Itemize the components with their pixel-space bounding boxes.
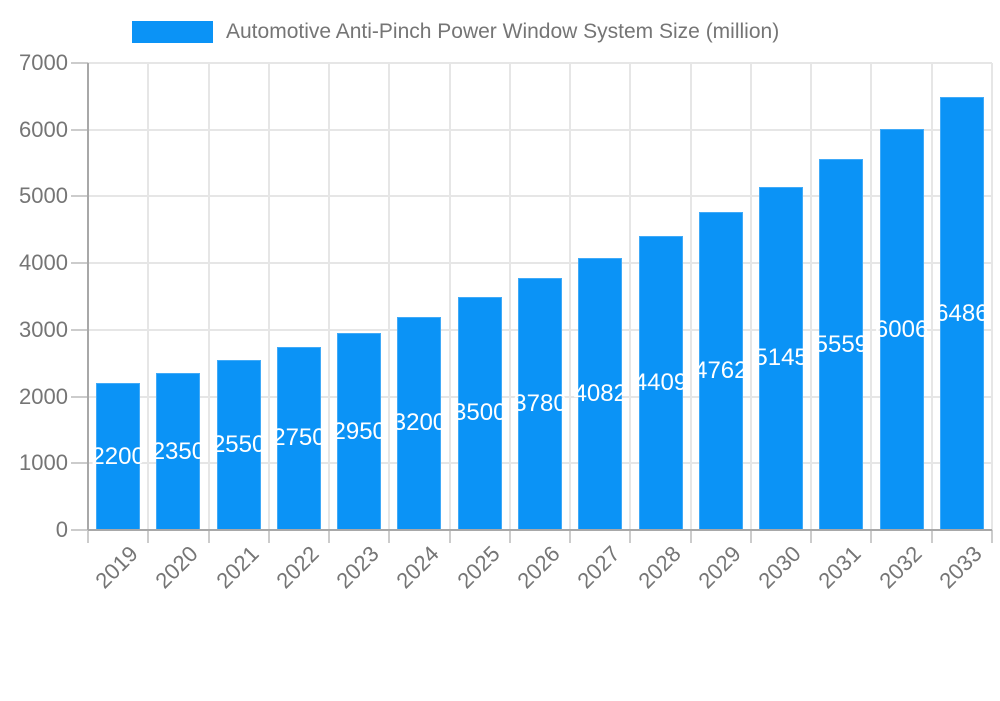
bar-value-label: 4082: [573, 379, 627, 407]
bar-value-label: 5559: [814, 330, 869, 358]
gridline-horizontal: [88, 128, 992, 131]
bar-value-label: 6006: [874, 315, 929, 343]
bar-2022[interactable]: [276, 346, 321, 530]
y-axis-label: 5000: [19, 183, 68, 209]
bar-2021[interactable]: [216, 359, 261, 530]
x-axis-tick: [207, 530, 210, 543]
gridline-vertical: [388, 63, 391, 530]
gridline-vertical: [448, 63, 451, 530]
gridline-vertical: [508, 63, 511, 530]
y-axis-label: 3000: [19, 316, 68, 342]
x-axis-line: [88, 529, 992, 531]
y-axis-tick: [71, 529, 88, 531]
y-axis-label: 6000: [19, 116, 68, 142]
y-axis-tick: [71, 262, 88, 265]
bar-chart: Automotive Anti-Pinch Power Window Syste…: [19, 20, 993, 594]
bar-value-label: 2550: [211, 430, 266, 458]
x-axis-tick: [689, 530, 692, 543]
legend-swatch: [132, 21, 213, 43]
gridline-vertical: [870, 63, 873, 530]
gridline-vertical: [810, 63, 813, 530]
bar-2033[interactable]: [939, 97, 984, 530]
bar-value-label: 3780: [513, 389, 567, 417]
gridline-vertical: [569, 63, 572, 530]
bar-2030[interactable]: [759, 186, 804, 530]
bar-2024[interactable]: [397, 316, 442, 530]
y-axis-label: 2000: [19, 383, 68, 409]
y-axis-label: 1000: [19, 450, 68, 476]
x-axis-tick: [267, 530, 270, 543]
bar-2029[interactable]: [698, 212, 743, 530]
bar-2019[interactable]: [96, 383, 141, 530]
y-axis-tick: [71, 328, 88, 331]
y-axis-label: 4000: [19, 250, 68, 276]
gridline-vertical: [207, 63, 210, 530]
gridline-vertical: [328, 63, 331, 530]
gridline-horizontal: [88, 195, 992, 198]
bar-value-label: 3200: [392, 409, 447, 437]
gridline-horizontal: [88, 262, 992, 265]
bar-value-label: 2350: [151, 437, 206, 465]
x-axis-tick: [991, 530, 993, 543]
gridline-vertical: [147, 63, 150, 530]
y-axis-line: [87, 63, 89, 530]
bar-value-label: 2200: [91, 442, 145, 470]
x-axis-tick: [388, 530, 391, 543]
gridline-horizontal: [88, 62, 992, 64]
y-axis-tick: [71, 195, 88, 198]
bar-value-label: 4762: [694, 357, 748, 385]
x-axis-tick: [448, 530, 451, 543]
gridline-vertical: [629, 63, 632, 530]
gridline-vertical: [267, 63, 270, 530]
x-axis-tick: [870, 530, 873, 543]
bar-2031[interactable]: [819, 159, 864, 530]
x-axis-tick: [87, 530, 89, 543]
y-axis-tick: [71, 395, 88, 398]
gridline-vertical: [991, 63, 993, 530]
gridline-vertical: [749, 63, 752, 530]
x-axis-tick: [930, 530, 933, 543]
y-axis-label: 7000: [19, 50, 68, 75]
bar-2020[interactable]: [156, 373, 201, 530]
y-axis-tick: [71, 62, 88, 64]
x-axis-tick: [810, 530, 813, 543]
y-axis-tick: [71, 462, 88, 465]
gridline-vertical: [689, 63, 692, 530]
bar-value-label: 2950: [332, 417, 386, 445]
y-axis-tick: [71, 128, 88, 131]
bar-2032[interactable]: [879, 129, 924, 530]
bar-2023[interactable]: [337, 333, 382, 530]
x-axis-tick: [147, 530, 150, 543]
x-axis-tick: [328, 530, 331, 543]
bar-2027[interactable]: [578, 257, 623, 530]
bar-value-label: 5145: [754, 344, 808, 372]
bar-2025[interactable]: [457, 296, 502, 530]
bar-2028[interactable]: [638, 235, 683, 530]
gridline-vertical: [930, 63, 933, 530]
legend-label: Automotive Anti-Pinch Power Window Syste…: [226, 20, 780, 43]
bar-value-label: 4409: [633, 368, 688, 396]
bar-value-label: 6486: [935, 299, 989, 327]
x-axis-tick: [629, 530, 632, 543]
bar-value-label: 3500: [453, 399, 507, 427]
legend[interactable]: Automotive Anti-Pinch Power Window Syste…: [132, 20, 780, 43]
bar-value-label: 2750: [272, 424, 326, 452]
bar-2026[interactable]: [518, 277, 562, 530]
x-axis-tick: [569, 530, 572, 543]
x-axis-tick: [749, 530, 752, 543]
y-axis-label: 0: [55, 517, 68, 542]
x-axis-tick: [508, 530, 511, 543]
